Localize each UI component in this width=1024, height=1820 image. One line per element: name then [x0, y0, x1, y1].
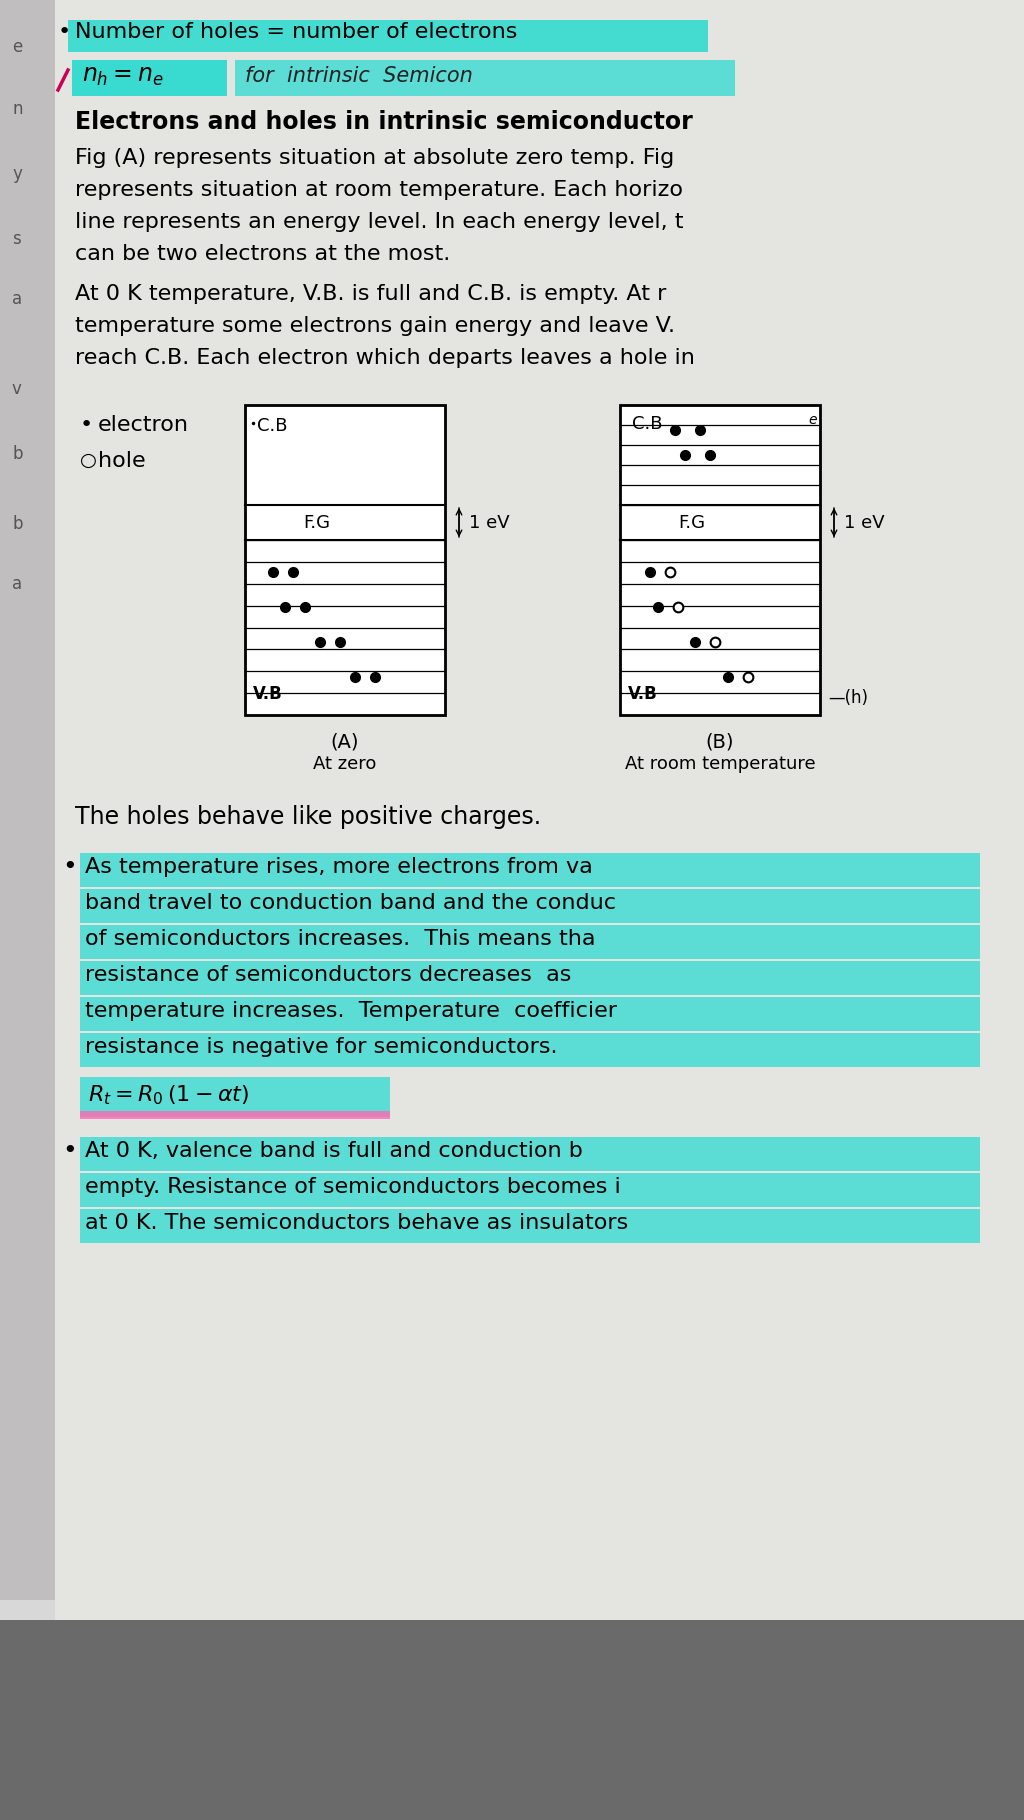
- Bar: [72, 60, 227, 96]
- Text: F.G: F.G: [303, 513, 330, 531]
- Text: of semiconductors increases.  This means tha: of semiconductors increases. This means …: [85, 928, 596, 948]
- Text: 1 eV: 1 eV: [844, 513, 885, 531]
- Text: electron: electron: [98, 415, 189, 435]
- Bar: [80, 1138, 980, 1170]
- Bar: [68, 20, 708, 53]
- Text: band travel to conduction band and the conduc: band travel to conduction band and the c…: [85, 894, 616, 914]
- Text: At 0 K temperature, V.B. is full and C.B. is empty. At r: At 0 K temperature, V.B. is full and C.B…: [75, 284, 667, 304]
- Text: •: •: [80, 415, 93, 435]
- Bar: [80, 1208, 980, 1243]
- Text: v: v: [12, 380, 22, 399]
- Bar: [80, 888, 980, 923]
- Bar: [0, 1620, 1024, 1820]
- Bar: [80, 1077, 390, 1117]
- Bar: [80, 854, 980, 886]
- Bar: [620, 406, 820, 715]
- Text: •: •: [58, 22, 72, 42]
- Text: y: y: [12, 166, 22, 184]
- Bar: [80, 1034, 980, 1067]
- Text: —(h): —(h): [828, 690, 868, 706]
- Text: s: s: [12, 229, 20, 248]
- Text: At room temperature: At room temperature: [625, 755, 815, 774]
- Text: a: a: [12, 575, 23, 593]
- Bar: [80, 925, 980, 959]
- Text: •: •: [62, 855, 77, 879]
- Text: $n_h = n_e$: $n_h = n_e$: [82, 64, 164, 87]
- Text: temperature some electrons gain energy and leave V.: temperature some electrons gain energy a…: [75, 317, 675, 337]
- Text: hole: hole: [98, 451, 145, 471]
- Text: e: e: [808, 413, 816, 428]
- Bar: [80, 997, 980, 1030]
- Text: e: e: [12, 38, 23, 56]
- Text: a: a: [12, 289, 23, 308]
- Bar: [80, 1110, 390, 1119]
- Text: At 0 K, valence band is full and conduction b: At 0 K, valence band is full and conduct…: [85, 1141, 583, 1161]
- Text: ○: ○: [80, 451, 97, 470]
- Bar: [234, 60, 735, 96]
- Text: At zero: At zero: [313, 755, 377, 774]
- Text: represents situation at room temperature. Each horizo: represents situation at room temperature…: [75, 180, 683, 200]
- Text: Electrons and holes in intrinsic semiconductor: Electrons and holes in intrinsic semicon…: [75, 109, 693, 135]
- Text: empty. Resistance of semiconductors becomes i: empty. Resistance of semiconductors beco…: [85, 1178, 621, 1198]
- Text: V.B: V.B: [253, 684, 283, 703]
- Bar: [80, 961, 980, 996]
- Text: F.G: F.G: [678, 513, 705, 531]
- Text: $R_t = R_0\,(1 - \alpha t)$: $R_t = R_0\,(1 - \alpha t)$: [88, 1083, 249, 1107]
- Text: n: n: [12, 100, 23, 118]
- Text: C.B: C.B: [632, 415, 663, 433]
- Bar: [55, 0, 1024, 1620]
- Text: Number of holes = number of electrons: Number of holes = number of electrons: [75, 22, 517, 42]
- Text: The holes behave like positive charges.: The holes behave like positive charges.: [75, 804, 541, 828]
- Text: can be two electrons at the most.: can be two electrons at the most.: [75, 244, 451, 264]
- Bar: [245, 406, 445, 715]
- Bar: [0, 0, 55, 1600]
- Text: C.B: C.B: [257, 417, 288, 435]
- Text: at 0 K. The semiconductors behave as insulators: at 0 K. The semiconductors behave as ins…: [85, 1212, 629, 1232]
- Text: (B): (B): [706, 733, 734, 752]
- Text: reach C.B. Each electron which departs leaves a hole in: reach C.B. Each electron which departs l…: [75, 348, 695, 368]
- Text: •: •: [62, 1139, 77, 1163]
- Text: resistance of semiconductors decreases  as: resistance of semiconductors decreases a…: [85, 965, 571, 985]
- Bar: [80, 1174, 980, 1207]
- Text: resistance is negative for semiconductors.: resistance is negative for semiconductor…: [85, 1037, 557, 1057]
- Text: As temperature rises, more electrons from va: As temperature rises, more electrons fro…: [85, 857, 593, 877]
- Text: 1 eV: 1 eV: [469, 513, 510, 531]
- Text: b: b: [12, 446, 23, 462]
- Text: line represents an energy level. In each energy level, t: line represents an energy level. In each…: [75, 211, 683, 231]
- Text: (A): (A): [331, 733, 359, 752]
- Text: Fig (A) represents situation at absolute zero temp. Fig: Fig (A) represents situation at absolute…: [75, 147, 674, 167]
- Text: V.B: V.B: [628, 684, 657, 703]
- Text: for  intrinsic  Semicon: for intrinsic Semicon: [245, 66, 473, 86]
- Text: temperature increases.  Temperature  coefficier: temperature increases. Temperature coeff…: [85, 1001, 617, 1021]
- Text: b: b: [12, 515, 23, 533]
